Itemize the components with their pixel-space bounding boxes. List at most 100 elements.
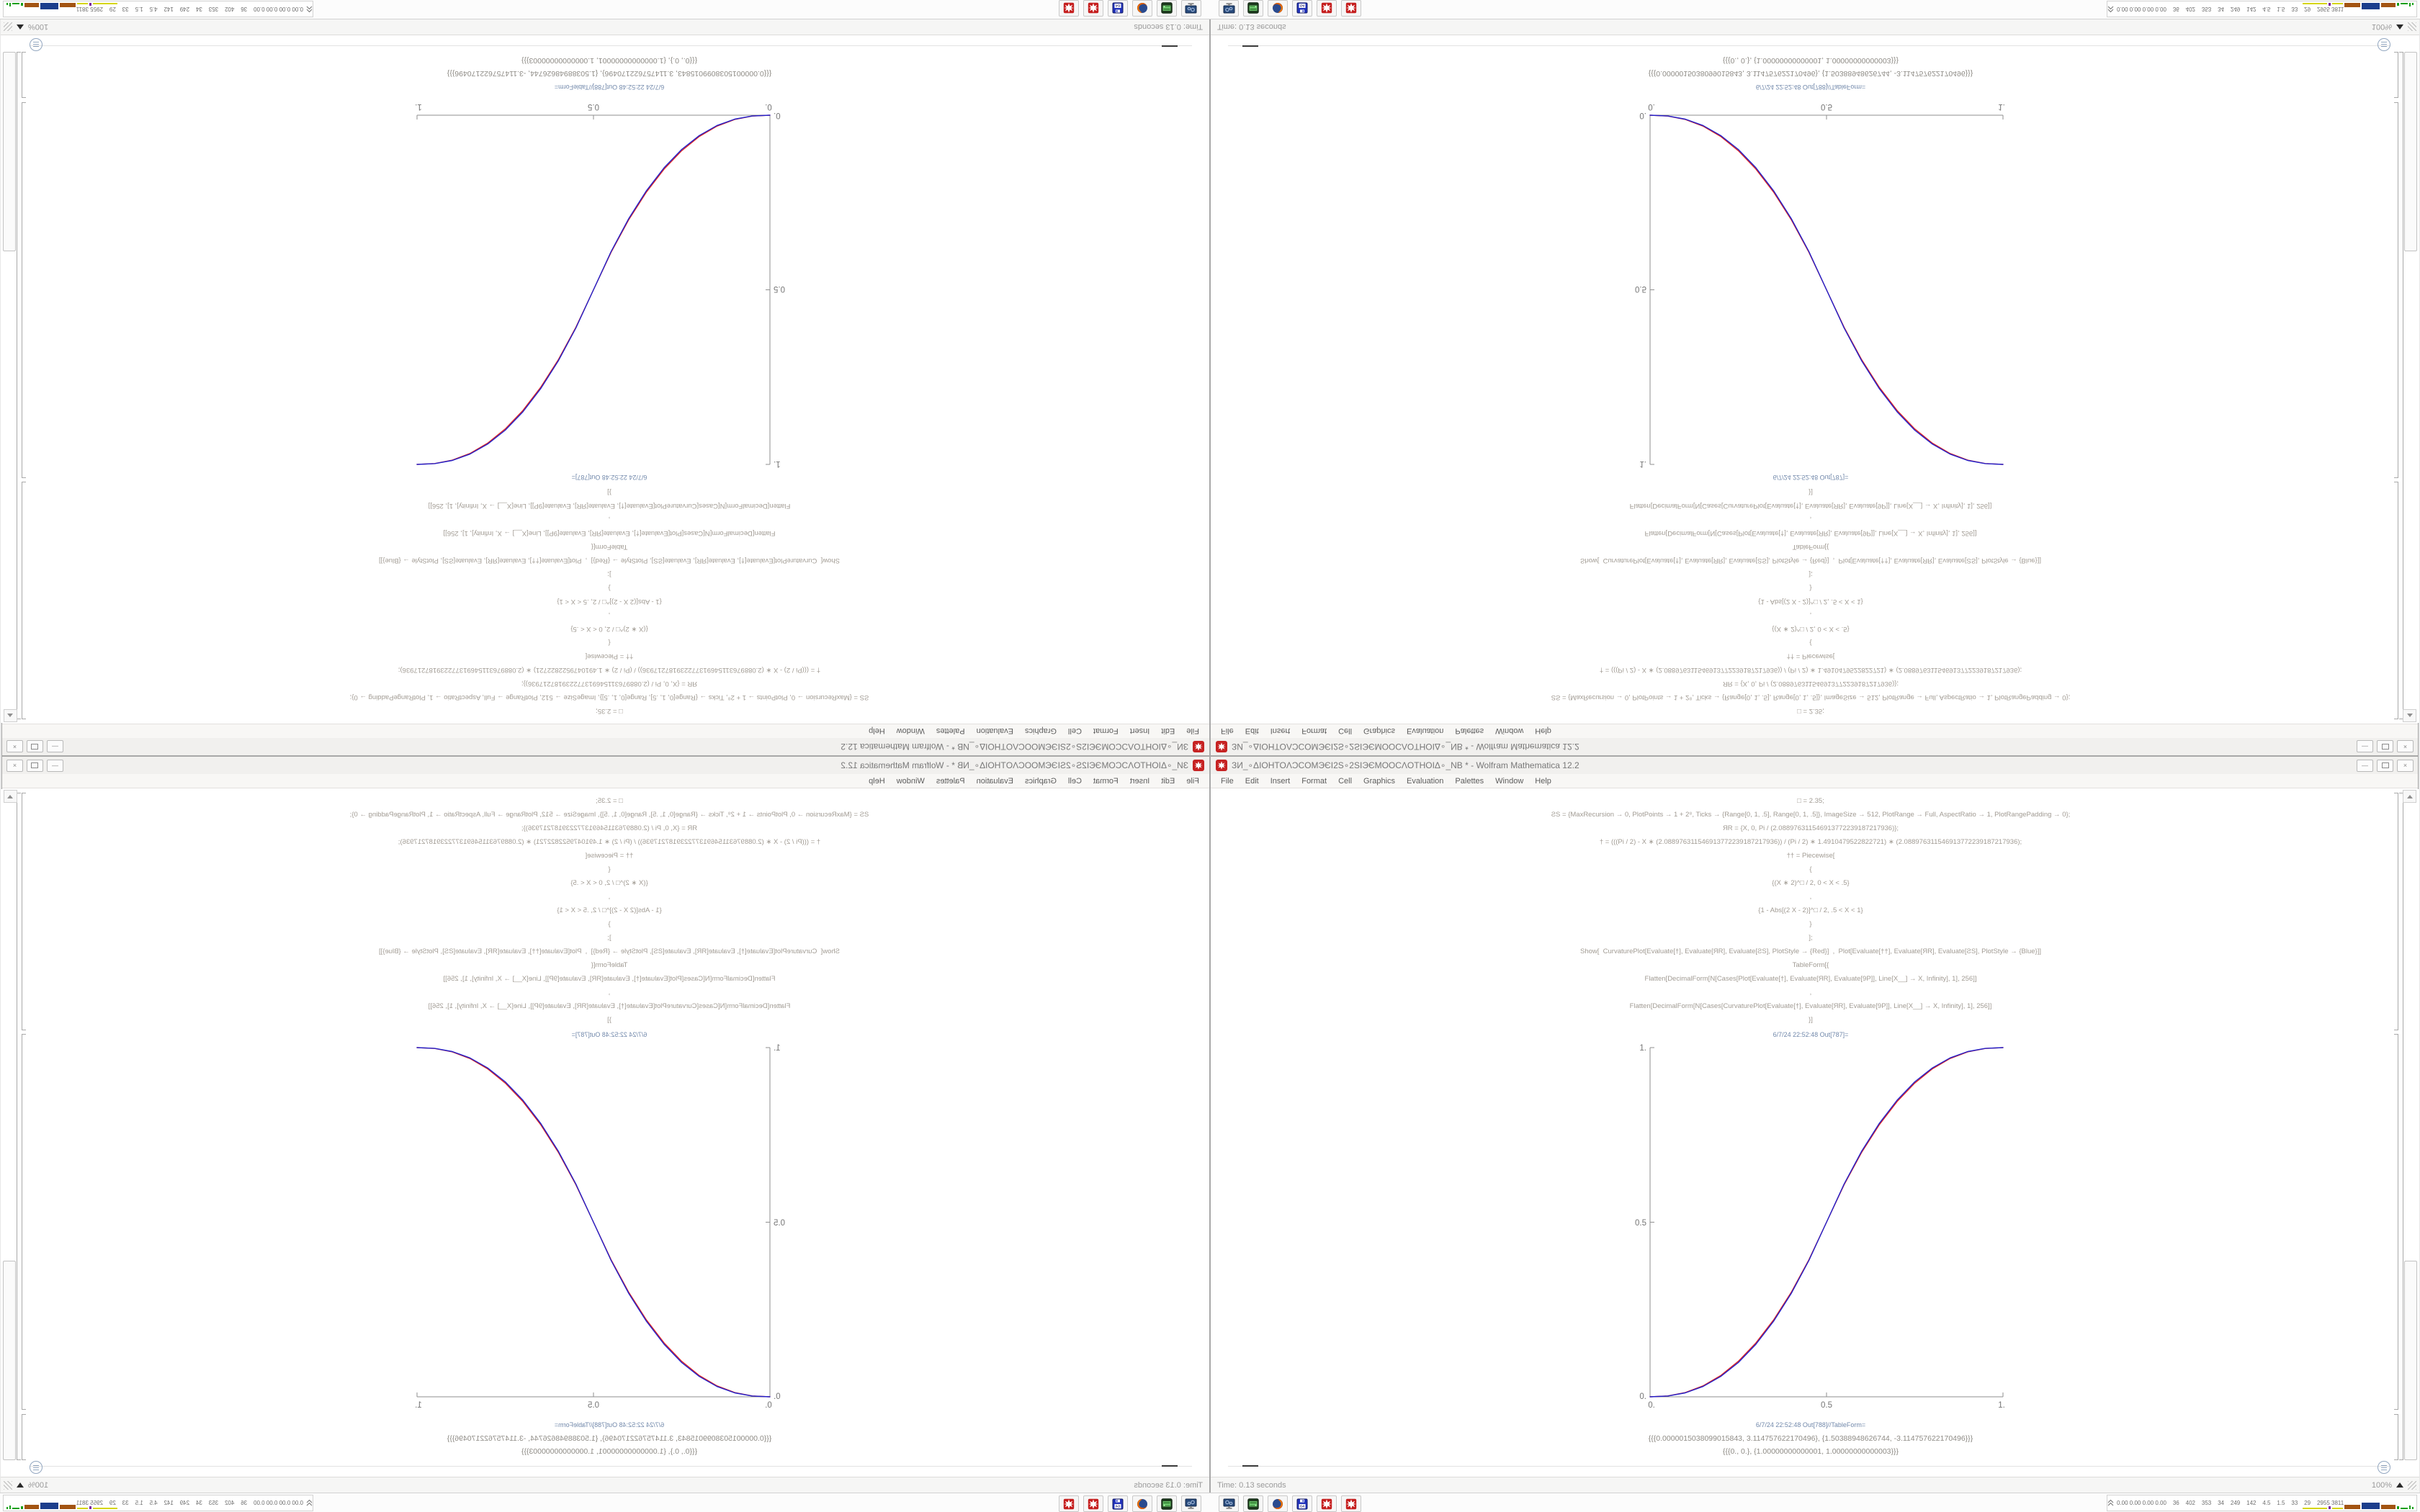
menu-file[interactable]: File bbox=[1186, 726, 1199, 736]
menu-palettes[interactable]: Palettes bbox=[936, 776, 965, 786]
menu-help[interactable]: Help bbox=[1535, 776, 1551, 786]
taskbar-mathematica-icon-a[interactable] bbox=[1083, 1495, 1103, 1512]
menu-evaluation[interactable]: Evaluation bbox=[1407, 776, 1444, 786]
zoom-selector-icon[interactable] bbox=[17, 1482, 24, 1488]
minimize-button[interactable]: — bbox=[2357, 759, 2373, 772]
taskbar-green-drive-icon[interactable] bbox=[1243, 0, 1263, 17]
menu-file[interactable]: File bbox=[1186, 776, 1199, 786]
taskbar-floppy-64-icon[interactable]: 64 bbox=[1292, 0, 1312, 17]
plot-output-cell-bracket[interactable] bbox=[22, 1034, 26, 1410]
input-cell-bracket[interactable] bbox=[22, 793, 26, 1030]
scrollbar-up-button[interactable] bbox=[4, 709, 17, 722]
menu-window[interactable]: Window bbox=[896, 776, 925, 786]
input-cell[interactable]: □ = 2.35; ƧS = {MaxRecursion → 0, PlotPo… bbox=[30, 485, 1189, 718]
notebook-area[interactable]: □ = 2.35; ƧS = {MaxRecursion → 0, PlotPo… bbox=[1, 789, 1209, 1477]
plot-output-cell-bracket[interactable] bbox=[22, 102, 26, 478]
cell-group-bracket[interactable] bbox=[17, 52, 21, 719]
table-output-cell-bracket[interactable] bbox=[22, 1414, 26, 1460]
input-cell-bracket[interactable] bbox=[22, 482, 26, 719]
scrollbar-thumb[interactable] bbox=[3, 52, 16, 251]
maximize-button[interactable] bbox=[2377, 740, 2393, 753]
menu-format[interactable]: Format bbox=[1093, 726, 1119, 736]
input-cell[interactable]: □ = 2.35; ƧS = {MaxRecursion → 0, PlotPo… bbox=[1231, 794, 2390, 1027]
taskbar-floppy-64-icon[interactable]: 64 bbox=[1108, 0, 1128, 17]
menu-window[interactable]: Window bbox=[1495, 776, 1524, 786]
window-resize-grip[interactable] bbox=[4, 1480, 12, 1490]
input-cell-bracket[interactable] bbox=[2394, 793, 2398, 1030]
notebook-area[interactable]: □ = 2.35; ƧS = {MaxRecursion → 0, PlotPo… bbox=[1, 35, 1209, 723]
menu-format[interactable]: Format bbox=[1301, 776, 1327, 786]
menu-graphics[interactable]: Graphics bbox=[1024, 776, 1057, 786]
minimize-button[interactable]: — bbox=[47, 759, 63, 772]
taskbar-green-drive-icon[interactable] bbox=[1157, 1495, 1177, 1512]
taskbar-mathematica-icon-a[interactable] bbox=[1083, 0, 1103, 17]
close-button[interactable]: × bbox=[6, 740, 23, 753]
taskbar-display-settings-icon[interactable] bbox=[1219, 1495, 1239, 1512]
zoom-level-label[interactable]: 100% bbox=[2371, 22, 2392, 32]
minimize-button[interactable]: — bbox=[2357, 740, 2373, 753]
cell-group-bracket[interactable] bbox=[17, 793, 21, 1460]
cell-insertion-line[interactable] bbox=[1228, 1466, 2390, 1467]
scrollbar-up-button[interactable] bbox=[2403, 709, 2416, 722]
scroll-elevator-icon[interactable] bbox=[2378, 38, 2390, 51]
scrollbar-thumb[interactable] bbox=[2404, 52, 2417, 251]
menu-help[interactable]: Help bbox=[869, 776, 885, 786]
taskbar-mathematica-icon-b[interactable] bbox=[1059, 1495, 1079, 1512]
zoom-selector-icon[interactable] bbox=[2396, 1482, 2403, 1488]
menu-format[interactable]: Format bbox=[1301, 726, 1327, 736]
taskbar-firefox-icon[interactable] bbox=[1268, 1495, 1288, 1512]
menu-window[interactable]: Window bbox=[1495, 726, 1524, 736]
title-bar[interactable]: ЗИ_∘ΔIOHTOΛƆCOMЭЄI2S∘2SIЭЄMOOCΛOTHOIΔ∘_N… bbox=[1211, 757, 2418, 775]
zoom-level-label[interactable]: 100% bbox=[2371, 1480, 2392, 1490]
notebook-area[interactable]: □ = 2.35; ƧS = {MaxRecursion → 0, PlotPo… bbox=[1211, 789, 2419, 1477]
menu-file[interactable]: File bbox=[1221, 776, 1234, 786]
cell-group-bracket[interactable] bbox=[2399, 52, 2403, 719]
menu-window[interactable]: Window bbox=[896, 726, 925, 736]
close-button[interactable]: × bbox=[2397, 740, 2414, 753]
zoom-level-label[interactable]: 100% bbox=[28, 22, 49, 32]
scroll-elevator-icon[interactable] bbox=[30, 38, 42, 51]
menu-edit[interactable]: Edit bbox=[1161, 726, 1175, 736]
maximize-button[interactable] bbox=[27, 740, 43, 753]
taskbar-display-settings-icon[interactable] bbox=[1181, 1495, 1201, 1512]
taskbar-display-settings-icon[interactable] bbox=[1219, 0, 1239, 17]
menu-file[interactable]: File bbox=[1221, 726, 1234, 736]
cell-insertion-line[interactable] bbox=[30, 1466, 1192, 1467]
input-cell[interactable]: □ = 2.35; ƧS = {MaxRecursion → 0, PlotPo… bbox=[30, 794, 1189, 1027]
menu-evaluation[interactable]: Evaluation bbox=[1407, 726, 1444, 736]
zoom-selector-icon[interactable] bbox=[17, 24, 24, 30]
table-output-cell-bracket[interactable] bbox=[22, 52, 26, 98]
maximize-button[interactable] bbox=[27, 759, 43, 772]
taskbar-mathematica-icon-a[interactable] bbox=[1317, 0, 1337, 17]
taskbar-mathematica-icon-a[interactable] bbox=[1317, 1495, 1337, 1512]
menu-insert[interactable]: Insert bbox=[1270, 726, 1291, 736]
close-button[interactable]: × bbox=[6, 759, 23, 772]
menu-format[interactable]: Format bbox=[1093, 776, 1119, 786]
taskbar-mathematica-icon-b[interactable] bbox=[1341, 0, 1361, 17]
menu-palettes[interactable]: Palettes bbox=[936, 726, 965, 736]
input-cell-bracket[interactable] bbox=[2394, 482, 2398, 719]
menu-edit[interactable]: Edit bbox=[1161, 776, 1175, 786]
taskbar-green-drive-icon[interactable] bbox=[1157, 0, 1177, 17]
window-resize-grip[interactable] bbox=[2408, 1480, 2416, 1490]
menu-help[interactable]: Help bbox=[869, 726, 885, 736]
title-bar[interactable]: ЗИ_∘ΔIOHTOΛƆCOMЭЄI2S∘2SIЭЄMOOCΛOTHOIΔ∘_N… bbox=[2, 737, 1209, 755]
menu-palettes[interactable]: Palettes bbox=[1455, 726, 1484, 736]
scrollbar-up-button[interactable] bbox=[4, 790, 17, 803]
scrollbar-up-button[interactable] bbox=[2403, 790, 2416, 803]
taskbar-firefox-icon[interactable] bbox=[1132, 1495, 1152, 1512]
menu-cell[interactable]: Cell bbox=[1067, 726, 1082, 736]
menu-edit[interactable]: Edit bbox=[1245, 726, 1259, 736]
menu-evaluation[interactable]: Evaluation bbox=[976, 726, 1013, 736]
table-output-cell-bracket[interactable] bbox=[2394, 1414, 2398, 1460]
taskbar-mathematica-icon-b[interactable] bbox=[1059, 0, 1079, 17]
menu-evaluation[interactable]: Evaluation bbox=[976, 776, 1013, 786]
scroll-elevator-icon[interactable] bbox=[30, 1461, 42, 1474]
scrollbar-thumb[interactable] bbox=[3, 1261, 16, 1460]
menu-cell[interactable]: Cell bbox=[1067, 776, 1082, 786]
cell-insertion-line[interactable] bbox=[30, 45, 1192, 46]
window-resize-grip[interactable] bbox=[2408, 22, 2416, 32]
scrollbar-thumb[interactable] bbox=[2404, 1261, 2417, 1460]
menu-insert[interactable]: Insert bbox=[1270, 776, 1291, 786]
plot-output-cell-bracket[interactable] bbox=[2394, 102, 2398, 478]
